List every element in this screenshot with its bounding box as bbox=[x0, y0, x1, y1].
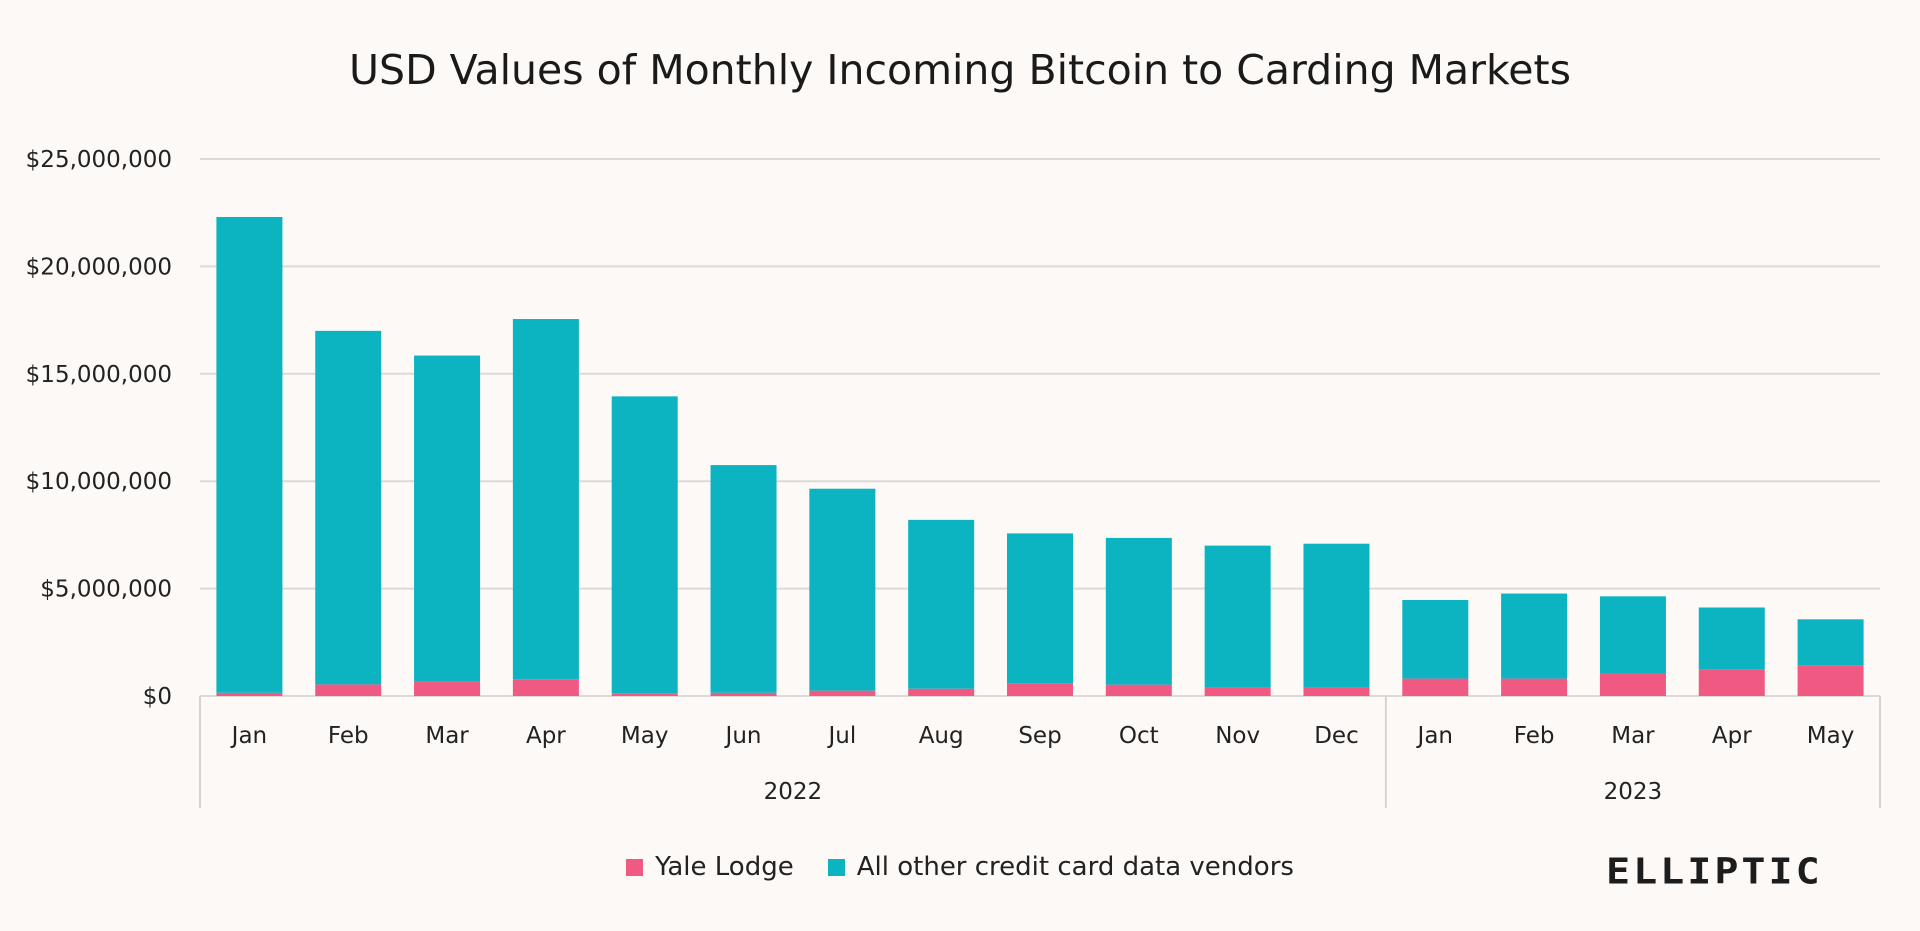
y-tick-label: $10,000,000 bbox=[26, 469, 172, 495]
x-tick-label: Aug bbox=[919, 723, 964, 749]
y-tick-label: $0 bbox=[143, 684, 172, 710]
x-tick-label: Nov bbox=[1215, 723, 1260, 749]
bar-yale-lodge bbox=[414, 681, 481, 696]
x-tick-label: Apr bbox=[526, 723, 566, 749]
x-tick-label: Mar bbox=[1611, 723, 1655, 749]
bar-other-vendors bbox=[315, 330, 382, 685]
elliptic-logo: ELLIPTIC bbox=[1606, 851, 1823, 893]
year-label: 2023 bbox=[1604, 779, 1663, 805]
bar-other-vendors bbox=[1007, 533, 1073, 684]
bar-yale-lodge bbox=[908, 688, 975, 696]
bar-yale-lodge bbox=[1698, 669, 1765, 696]
y-tick-label: $20,000,000 bbox=[26, 254, 172, 280]
legend-item-other-vendors: All other credit card data vendors bbox=[827, 852, 1294, 882]
legend-label: Yale Lodge bbox=[655, 852, 794, 882]
bar-other-vendors bbox=[710, 465, 777, 693]
bar-yale-lodge bbox=[512, 679, 579, 696]
bar-other-vendors bbox=[908, 519, 975, 689]
legend-label: All other credit card data vendors bbox=[856, 852, 1294, 882]
bar-yale-lodge bbox=[1204, 687, 1271, 696]
legend-swatch-other-vendors bbox=[827, 858, 845, 876]
x-tick-label: Dec bbox=[1314, 723, 1359, 749]
x-tick-label: Feb bbox=[1514, 723, 1555, 749]
bar-other-vendors bbox=[1599, 596, 1666, 674]
x-tick-label: Jun bbox=[724, 723, 762, 749]
x-tick-label: Feb bbox=[328, 723, 369, 749]
bar-yale-lodge bbox=[1599, 673, 1666, 696]
bar-other-vendors bbox=[1501, 593, 1568, 679]
bar-other-vendors bbox=[414, 355, 481, 682]
bar-other-vendors bbox=[809, 488, 876, 691]
bar-other-vendors bbox=[1303, 543, 1370, 688]
bar-yale-lodge bbox=[315, 684, 382, 696]
bar-yale-lodge bbox=[611, 693, 678, 696]
bar-yale-lodge bbox=[710, 692, 777, 696]
bar-other-vendors bbox=[611, 396, 678, 694]
bar-other-vendors bbox=[1105, 537, 1172, 685]
bar-other-vendors bbox=[1797, 619, 1864, 666]
bar-yale-lodge bbox=[1501, 678, 1568, 696]
x-tick-label: Jan bbox=[230, 723, 267, 749]
bar-other-vendors bbox=[512, 319, 579, 680]
x-tick-label: Oct bbox=[1119, 723, 1159, 749]
bar-yale-lodge bbox=[1797, 665, 1864, 696]
bar-yale-lodge bbox=[1402, 678, 1469, 696]
x-tick-label: May bbox=[621, 723, 669, 749]
bar-other-vendors bbox=[1204, 545, 1271, 688]
bar-yale-lodge bbox=[1303, 687, 1370, 696]
x-tick-label: Apr bbox=[1712, 723, 1752, 749]
year-label: 2022 bbox=[764, 779, 823, 805]
x-tick-label: Mar bbox=[425, 723, 469, 749]
legend-swatch-yale-lodge bbox=[626, 858, 644, 876]
bar-other-vendors bbox=[1698, 607, 1765, 670]
x-tick-label: May bbox=[1807, 723, 1855, 749]
bar-yale-lodge bbox=[1007, 683, 1073, 696]
y-tick-label: $5,000,000 bbox=[40, 577, 172, 603]
legend: Yale Lodge All other credit card data ve… bbox=[0, 852, 1920, 882]
y-tick-label: $15,000,000 bbox=[26, 362, 172, 388]
x-tick-label: Jul bbox=[826, 723, 856, 749]
chart-title: USD Values of Monthly Incoming Bitcoin t… bbox=[349, 46, 1571, 94]
bar-yale-lodge bbox=[809, 690, 876, 696]
x-tick-label: Jan bbox=[1416, 723, 1453, 749]
bar-yale-lodge bbox=[216, 692, 283, 696]
bar-other-vendors bbox=[1402, 599, 1469, 679]
bar-yale-lodge bbox=[1105, 684, 1172, 696]
x-tick-label: Sep bbox=[1018, 723, 1061, 749]
y-tick-label: $25,000,000 bbox=[26, 147, 172, 173]
legend-item-yale-lodge: Yale Lodge bbox=[626, 852, 794, 882]
bar-other-vendors bbox=[216, 216, 283, 693]
